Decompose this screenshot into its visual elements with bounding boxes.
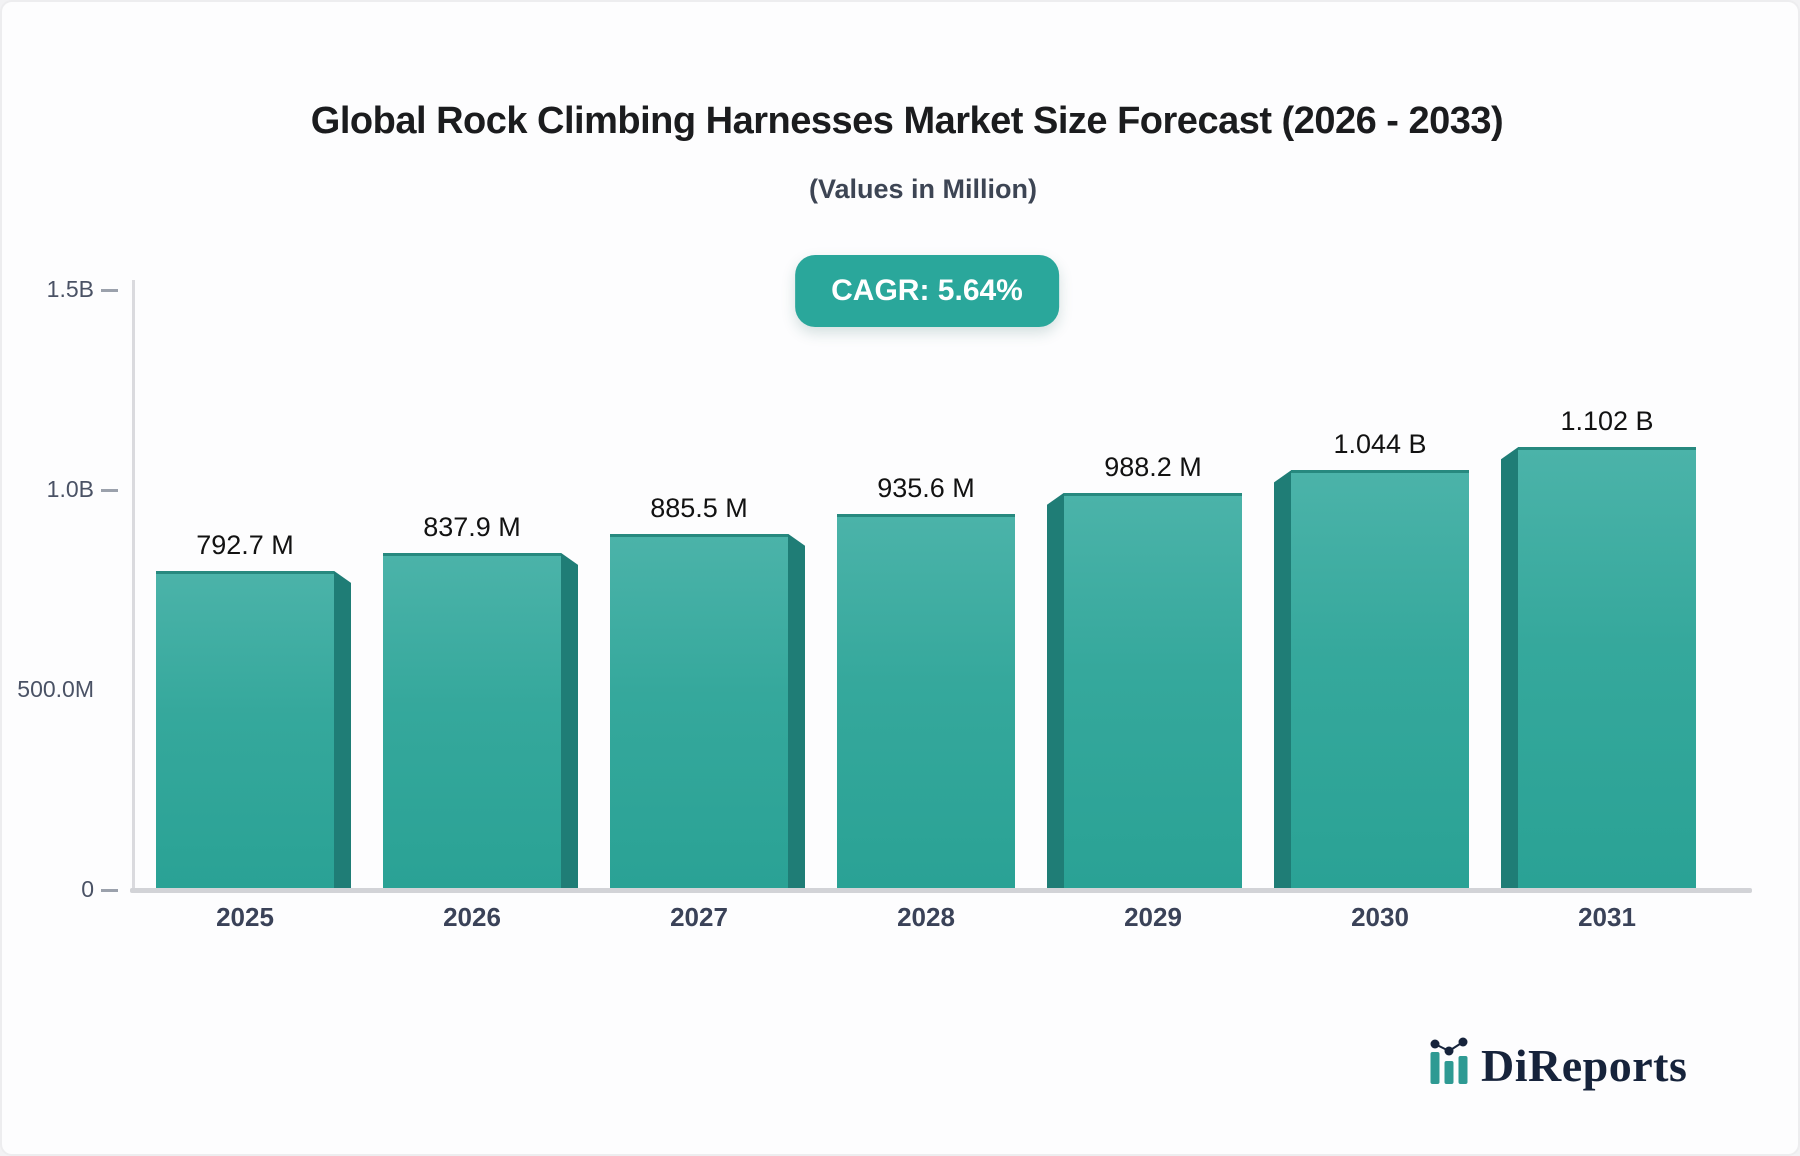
y-tick-label: 0: [81, 876, 94, 902]
bar-side: [1274, 470, 1291, 888]
y-axis-line: [132, 280, 135, 893]
y-tick-label: 500.0M: [17, 676, 94, 702]
bar: [610, 533, 788, 888]
bar: [1064, 492, 1242, 888]
bar: [1291, 470, 1469, 888]
cagr-badge: CAGR: 5.64%: [795, 255, 1059, 327]
bar-value-label: 1.044 B: [1333, 429, 1427, 460]
brand-logo: DiReports: [1430, 1036, 1687, 1089]
bar-value-label: 792.7 M: [196, 529, 294, 560]
y-tick-label: 1.0B: [46, 476, 94, 502]
bar: [383, 552, 561, 888]
bar-side: [1501, 447, 1518, 888]
x-tick-label: 2028: [897, 902, 955, 932]
bar-value-label: 935.6 M: [877, 472, 975, 503]
chart-subtitle: (Values in Million): [808, 174, 1038, 204]
x-tick-label: 2029: [1124, 902, 1182, 932]
x-axis-baseline: [130, 888, 1752, 893]
bar-value-label: 885.5 M: [650, 492, 748, 523]
bar-side: [788, 533, 805, 888]
bar: [156, 570, 334, 888]
bar-side: [1047, 492, 1064, 888]
x-tick-label: 2030: [1351, 902, 1409, 932]
x-tick-label: 2027: [670, 902, 728, 932]
bar: [837, 513, 1015, 888]
bar-side: [561, 552, 578, 888]
bar-chart-trend-icon: [1430, 1037, 1468, 1084]
chart-title: Global Rock Climbing Harnesses Market Si…: [310, 100, 1504, 142]
bar: [1518, 447, 1696, 888]
bar-value-label: 837.9 M: [423, 511, 521, 542]
y-tick-label: 1.5B: [46, 276, 94, 302]
y-tick-dash: [101, 288, 118, 292]
x-tick-label: 2025: [216, 902, 274, 932]
bar-value-label: 1.102 B: [1560, 406, 1654, 437]
x-tick-label: 2031: [1578, 902, 1636, 932]
brand-logo-text: DiReports: [1481, 1040, 1688, 1091]
bar-value-label: 988.2 M: [1104, 451, 1202, 482]
y-tick-dash: [101, 888, 118, 892]
bar-side: [334, 570, 351, 888]
x-tick-label: 2026: [443, 902, 501, 932]
y-tick-dash: [101, 488, 118, 492]
